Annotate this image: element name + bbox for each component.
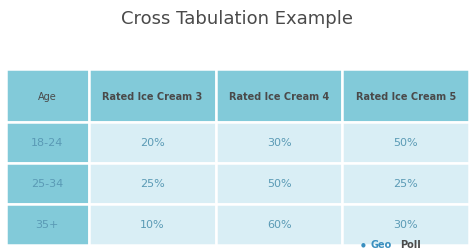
Text: 10%: 10%: [140, 220, 164, 230]
Text: Rated Ice Cream 5: Rated Ice Cream 5: [356, 91, 456, 101]
Text: 35+: 35+: [36, 220, 59, 230]
Text: 25-34: 25-34: [31, 179, 64, 189]
Text: 20%: 20%: [140, 138, 164, 148]
Text: 25%: 25%: [393, 179, 418, 189]
Bar: [6, 204, 89, 245]
Text: 30%: 30%: [393, 220, 418, 230]
Text: 60%: 60%: [267, 220, 292, 230]
Text: Rated Ice Cream 4: Rated Ice Cream 4: [229, 91, 329, 101]
Text: 25%: 25%: [140, 179, 164, 189]
Bar: [6, 163, 89, 204]
Bar: [343, 163, 469, 204]
Bar: [89, 163, 216, 204]
Text: Age: Age: [38, 91, 57, 101]
Text: 50%: 50%: [267, 179, 292, 189]
Bar: [89, 70, 216, 122]
Bar: [343, 122, 469, 163]
Bar: [6, 70, 89, 122]
Bar: [343, 70, 469, 122]
Text: 50%: 50%: [393, 138, 418, 148]
Bar: [216, 70, 343, 122]
Bar: [6, 122, 89, 163]
Text: 18-24: 18-24: [31, 138, 64, 148]
Bar: [89, 122, 216, 163]
Bar: [216, 163, 343, 204]
Text: Geo: Geo: [371, 239, 392, 249]
Text: ●: ●: [360, 241, 365, 246]
Bar: [216, 204, 343, 245]
Text: Cross Tabulation Example: Cross Tabulation Example: [121, 10, 353, 28]
Text: 30%: 30%: [267, 138, 292, 148]
Bar: [343, 204, 469, 245]
Text: Poll: Poll: [401, 239, 421, 249]
Bar: [89, 204, 216, 245]
Bar: [216, 122, 343, 163]
Text: Rated Ice Cream 3: Rated Ice Cream 3: [102, 91, 202, 101]
